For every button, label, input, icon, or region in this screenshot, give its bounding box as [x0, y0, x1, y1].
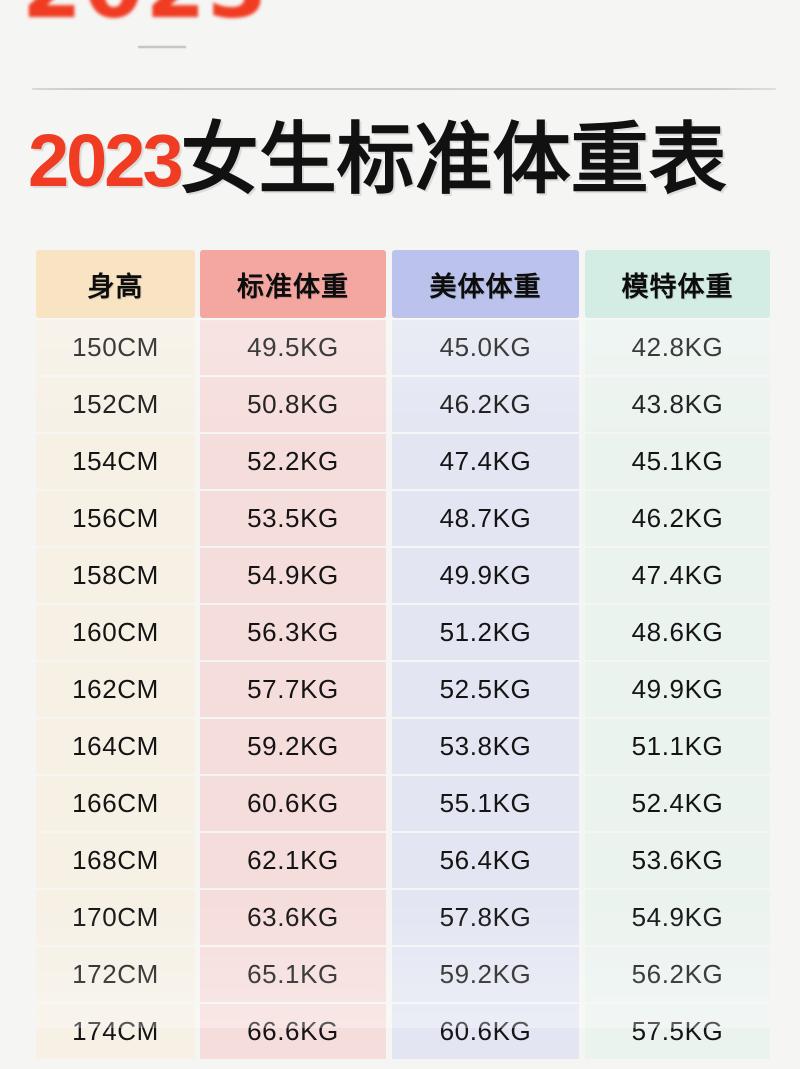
cell-standard-weight: 57.7KG [200, 662, 386, 717]
page-title-year: 2023 [28, 119, 184, 202]
cell-beauty-weight: 47.4KG [392, 434, 579, 489]
page-title: 2023女生标准体重表 [28, 112, 784, 208]
cell-model-weight: 57.5KG [585, 1004, 770, 1059]
cell-model-weight: 52.4KG [585, 776, 770, 831]
cell-height: 152CM [36, 377, 195, 432]
cell-standard-weight: 54.9KG [200, 548, 386, 603]
cell-standard-weight: 59.2KG [200, 719, 386, 774]
clipped-banner-remnant: 2023 [0, 0, 800, 78]
table-row: 154CM 52.2KG 47.4KG 45.1KG [36, 434, 770, 489]
cell-model-weight: 42.8KG [585, 320, 770, 375]
cell-standard-weight: 50.8KG [200, 377, 386, 432]
table-row: 150CM 49.5KG 45.0KG 42.8KG [36, 320, 770, 375]
clipped-banner-text: 2023 [22, 0, 269, 38]
header-divider [32, 88, 776, 90]
table-row: 168CM 62.1KG 56.4KG 53.6KG [36, 833, 770, 888]
table-row: 162CM 57.7KG 52.5KG 49.9KG [36, 662, 770, 717]
cell-height: 154CM [36, 434, 195, 489]
table-row: 164CM 59.2KG 53.8KG 51.1KG [36, 719, 770, 774]
table-row: 174CM 66.6KG 60.6KG 57.5KG [36, 1004, 770, 1059]
cell-model-weight: 53.6KG [585, 833, 770, 888]
cell-standard-weight: 63.6KG [200, 890, 386, 945]
cell-standard-weight: 60.6KG [200, 776, 386, 831]
cell-beauty-weight: 49.9KG [392, 548, 579, 603]
table-header-row: 身高 标准体重 美体体重 模特体重 [36, 250, 770, 318]
cell-height: 168CM [36, 833, 195, 888]
column-header-height: 身高 [36, 250, 195, 318]
table-row: 172CM 65.1KG 59.2KG 56.2KG [36, 947, 770, 1002]
cell-beauty-weight: 45.0KG [392, 320, 579, 375]
cell-model-weight: 49.9KG [585, 662, 770, 717]
cell-beauty-weight: 55.1KG [392, 776, 579, 831]
page-title-text: 女生标准体重表 [180, 115, 727, 205]
cell-beauty-weight: 51.2KG [392, 605, 579, 660]
cell-standard-weight: 52.2KG [200, 434, 386, 489]
cell-model-weight: 43.8KG [585, 377, 770, 432]
table-row: 158CM 54.9KG 49.9KG 47.4KG [36, 548, 770, 603]
cell-beauty-weight: 57.8KG [392, 890, 579, 945]
cell-height: 164CM [36, 719, 195, 774]
table-row: 152CM 50.8KG 46.2KG 43.8KG [36, 377, 770, 432]
cell-beauty-weight: 52.5KG [392, 662, 579, 717]
table-row: 156CM 53.5KG 48.7KG 46.2KG [36, 491, 770, 546]
cell-standard-weight: 53.5KG [200, 491, 386, 546]
cell-model-weight: 47.4KG [585, 548, 770, 603]
table-body: 150CM 49.5KG 45.0KG 42.8KG 152CM 50.8KG 46.2KG… [36, 318, 770, 1059]
cell-model-weight: 56.2KG [585, 947, 770, 1002]
cell-height: 172CM [36, 947, 195, 1002]
cell-standard-weight: 56.3KG [200, 605, 386, 660]
cell-height: 160CM [36, 605, 195, 660]
cell-height: 150CM [36, 320, 195, 375]
clipped-banner-rule [138, 46, 186, 48]
cell-height: 158CM [36, 548, 195, 603]
table-row: 160CM 56.3KG 51.2KG 48.6KG [36, 605, 770, 660]
cell-beauty-weight: 53.8KG [392, 719, 579, 774]
cell-model-weight: 45.1KG [585, 434, 770, 489]
weight-table: 身高 标准体重 美体体重 模特体重 150CM 49.5KG 45.0KG 42.8K… [36, 250, 770, 1059]
cell-height: 170CM [36, 890, 195, 945]
column-header-standard-weight: 标准体重 [200, 250, 386, 318]
cell-standard-weight: 65.1KG [200, 947, 386, 1002]
cell-beauty-weight: 56.4KG [392, 833, 579, 888]
cell-beauty-weight: 59.2KG [392, 947, 579, 1002]
cell-height: 156CM [36, 491, 195, 546]
table-row: 166CM 60.6KG 55.1KG 52.4KG [36, 776, 770, 831]
column-header-beauty-weight: 美体体重 [392, 250, 579, 318]
cell-beauty-weight: 48.7KG [392, 491, 579, 546]
column-header-model-weight: 模特体重 [585, 250, 770, 318]
cell-standard-weight: 66.6KG [200, 1004, 386, 1059]
cell-model-weight: 46.2KG [585, 491, 770, 546]
cell-standard-weight: 62.1KG [200, 833, 386, 888]
table-row: 170CM 63.6KG 57.8KG 54.9KG [36, 890, 770, 945]
cell-model-weight: 48.6KG [585, 605, 770, 660]
cell-beauty-weight: 46.2KG [392, 377, 579, 432]
cell-height: 174CM [36, 1004, 195, 1059]
cell-model-weight: 54.9KG [585, 890, 770, 945]
cell-height: 166CM [36, 776, 195, 831]
cell-beauty-weight: 60.6KG [392, 1004, 579, 1059]
cell-height: 162CM [36, 662, 195, 717]
cell-standard-weight: 49.5KG [200, 320, 386, 375]
cell-model-weight: 51.1KG [585, 719, 770, 774]
